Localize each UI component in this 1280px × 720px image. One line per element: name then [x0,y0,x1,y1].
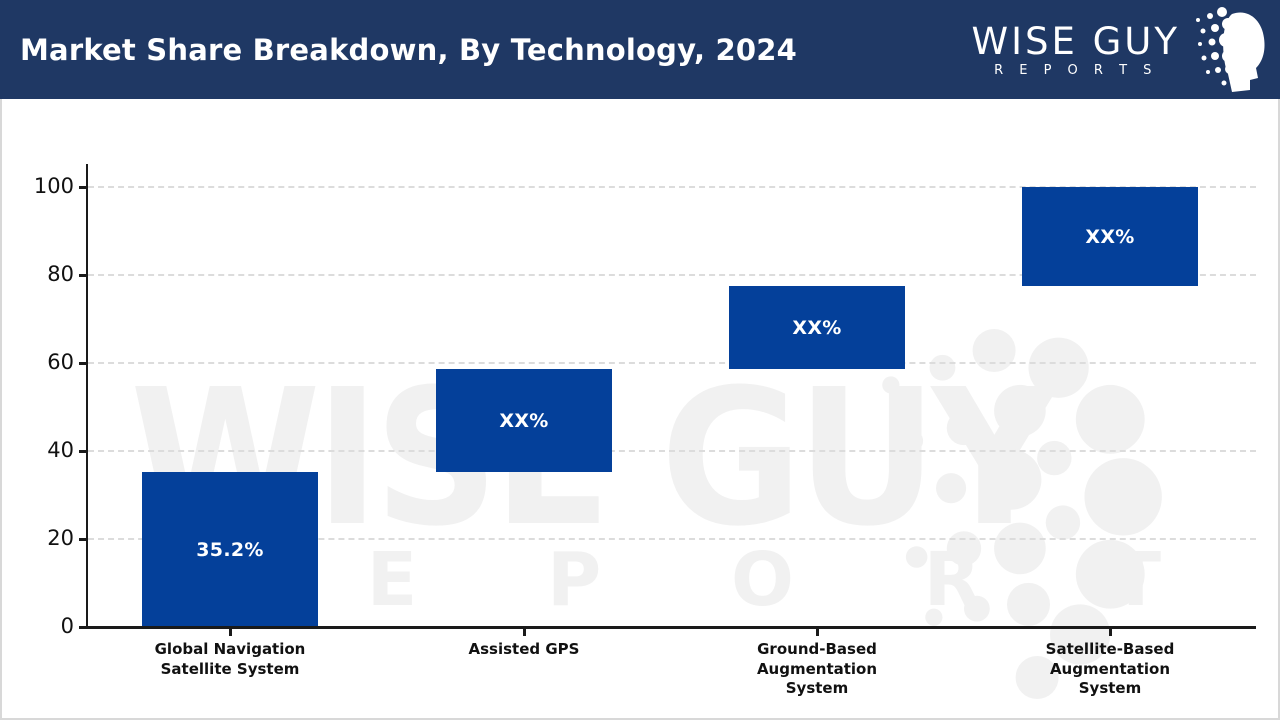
y-tick [79,274,87,277]
bar-value-label: XX% [499,409,549,432]
bar-segment: XX% [729,286,905,370]
y-tick-label: 80 [47,262,74,286]
y-axis-line [85,164,88,629]
x-tick [816,628,819,636]
x-category-line: Assisted GPS [468,640,580,658]
x-category-line: Satellite-Based [1045,640,1175,658]
x-category-line: Augmentation [756,659,878,678]
x-category-line: Satellite System [160,659,300,678]
watermark-head-dots [882,329,1162,699]
y-tick [79,626,87,629]
bar-segment: XX% [436,369,612,473]
gridline [88,538,1256,540]
bar-value-label: XX% [1085,225,1135,248]
wiseguy-logo: WISE GUY R E P O R T S [972,6,1268,94]
logo-wordmark: WISE GUY R E P O R T S [971,20,1180,79]
logo-head-icon [1196,7,1265,92]
y-tick-label: 40 [47,438,74,462]
x-category-label: Assisted GPS [379,640,669,660]
x-category-line: System [1078,679,1142,697]
x-category-label: Global Navigation Satellite System [85,640,375,679]
y-tick [79,450,87,453]
gridline [88,362,1256,364]
header: Market Share Breakdown, By Technology, 2… [0,0,1280,99]
gridline [88,274,1256,276]
x-category-line: System [785,679,849,697]
x-category-line: Global Navigation [154,640,306,658]
y-tick [79,538,87,541]
y-tick-label: 20 [47,526,74,550]
logo-subtitle: R E P O R T S [994,63,1158,78]
x-tick [229,628,232,636]
bar-segment: 35.2% [142,472,318,627]
y-tick [79,186,87,189]
bar-value-label: XX% [792,316,842,339]
gridline [88,186,1256,188]
x-tick [1109,628,1112,636]
x-category-label: Ground-Based Augmentation System [672,640,962,699]
y-tick-label: 60 [47,350,74,374]
y-tick-label: 0 [60,614,74,638]
x-tick [523,628,526,636]
bar-segment: XX% [1022,187,1198,286]
y-tick [79,362,87,365]
gridline [88,450,1256,452]
x-axis-line [85,626,1256,629]
bar-value-label: 35.2% [196,538,264,561]
chart-title: Market Share Breakdown, By Technology, 2… [20,32,798,67]
x-category-label: Satellite-Based Augmentation System [965,640,1255,699]
x-category-line: Ground-Based [757,640,877,658]
y-tick-label: 100 [33,174,74,198]
logo-name: WISE GUY [971,20,1180,63]
x-category-line: Augmentation [1049,659,1171,678]
